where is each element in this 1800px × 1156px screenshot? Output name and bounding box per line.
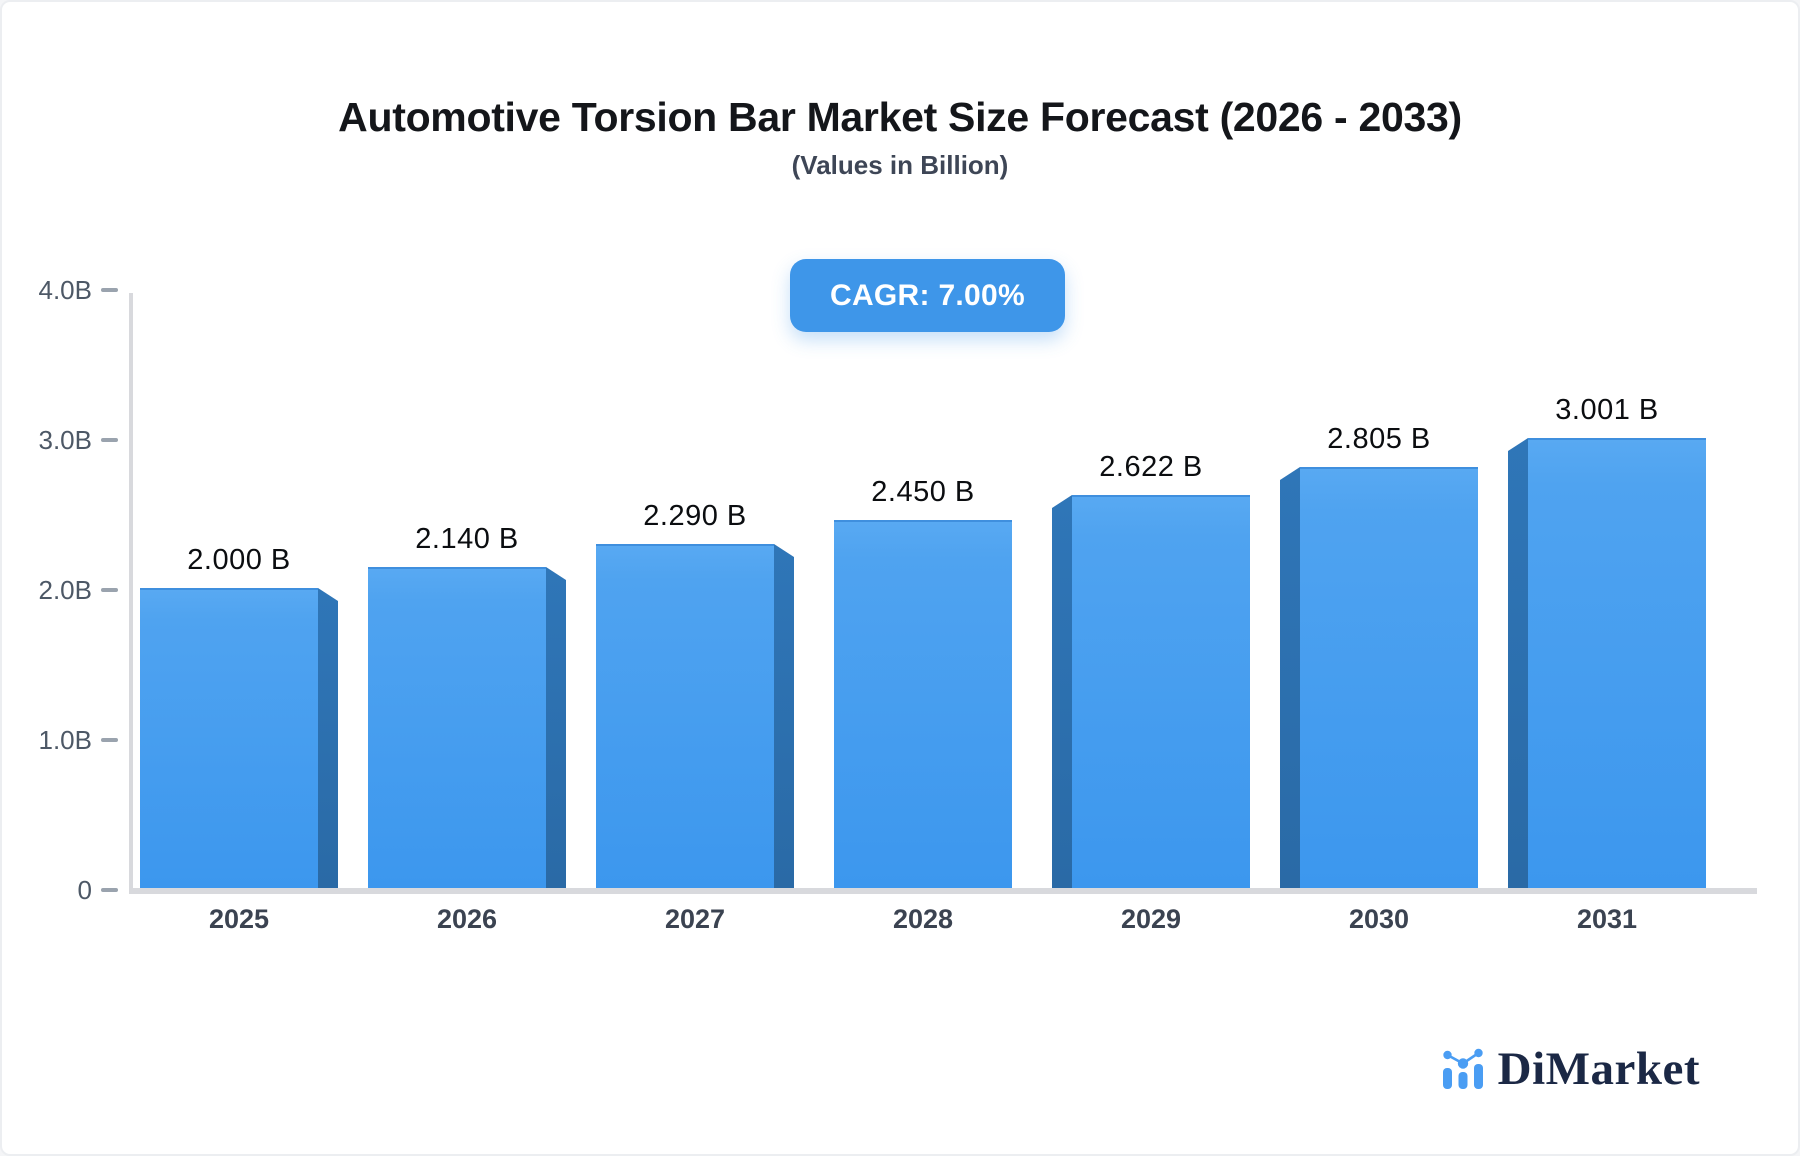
y-tick-label: 4.0B <box>38 275 93 305</box>
x-tick-label: 2027 <box>664 904 726 934</box>
bar-value-label: 2.000 B <box>187 544 291 576</box>
bar-side <box>546 567 566 888</box>
cagr-badge-text: CAGR: 7.00% <box>829 278 1026 312</box>
bar-face <box>1072 495 1250 888</box>
x-axis-line <box>129 888 1757 894</box>
y-tick-dash <box>101 438 118 442</box>
brand-name: DiMarket <box>1497 1043 1700 1095</box>
x-tick-label: 2025 <box>208 904 270 934</box>
bar-face <box>1528 438 1706 888</box>
y-tick-label: 1.0B <box>38 725 93 755</box>
chart-title: Automotive Torsion Bar Market Size Forec… <box>338 94 1462 140</box>
x-tick-label: 2031 <box>1576 904 1638 934</box>
x-tick-label: 2030 <box>1348 904 1410 934</box>
bar-face <box>834 520 1012 888</box>
y-tick-dash <box>101 288 118 292</box>
bar: 2.450 B <box>834 476 1012 888</box>
bar-value-label: 3.001 B <box>1555 394 1659 426</box>
bar: 2.290 B <box>596 500 794 888</box>
x-tick-label: 2028 <box>892 904 954 934</box>
y-tick-label: 3.0B <box>38 425 93 455</box>
x-tick-label: 2029 <box>1120 904 1182 934</box>
chart-subtitle: (Values in Billion) <box>791 150 1009 180</box>
bar-face <box>596 544 774 888</box>
brand-logo: DiMarket <box>1440 1042 1700 1096</box>
bar-value-label: 2.140 B <box>415 523 519 555</box>
bar: 2.622 B <box>1052 451 1250 888</box>
y-tick-dash <box>101 738 118 742</box>
bar-face <box>1300 467 1478 888</box>
bar: 2.805 B <box>1280 423 1478 888</box>
bar-face <box>368 567 546 888</box>
bar: 2.000 B <box>140 544 338 888</box>
bar: 2.140 B <box>368 523 566 888</box>
y-tick-dash <box>101 588 118 592</box>
bar: 3.001 B <box>1508 394 1706 888</box>
bar-line-chart-icon <box>1442 1048 1483 1089</box>
bar-side <box>318 588 338 888</box>
y-tick-dash <box>101 888 118 892</box>
bar-side <box>1052 495 1072 888</box>
y-axis-line <box>129 293 133 890</box>
bar-side <box>1280 467 1300 888</box>
y-tick-label: 0 <box>77 875 92 905</box>
bar-face <box>140 588 318 888</box>
bar-side <box>774 544 794 888</box>
bar-value-label: 2.622 B <box>1099 451 1203 483</box>
bar-side <box>1508 438 1528 888</box>
y-tick-label: 2.0B <box>38 575 93 605</box>
bar-value-label: 2.805 B <box>1327 423 1431 455</box>
x-tick-label: 2026 <box>436 904 498 934</box>
bar-value-label: 2.450 B <box>871 476 975 508</box>
cagr-badge: CAGR: 7.00% <box>790 259 1065 332</box>
bar-value-label: 2.290 B <box>643 500 747 532</box>
